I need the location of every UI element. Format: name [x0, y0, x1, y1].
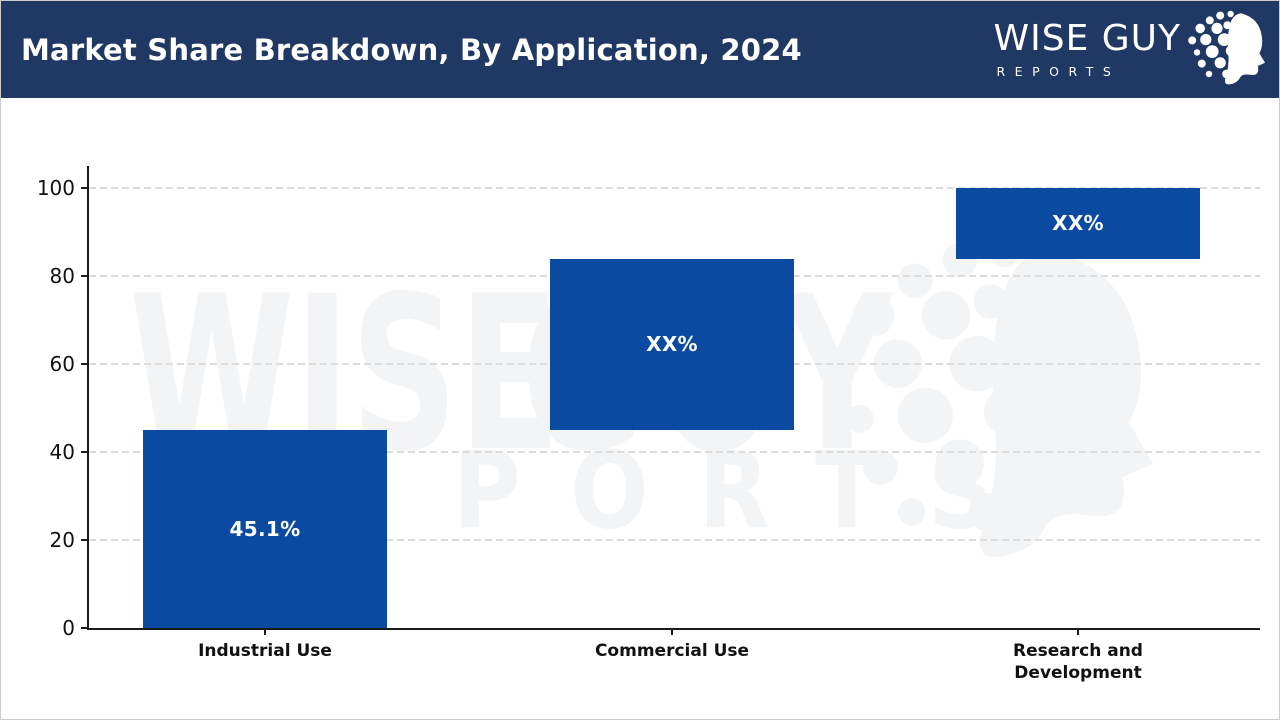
- bar-3: XX%: [956, 188, 1200, 259]
- y-axis-tick-label: 80: [49, 264, 75, 288]
- bar-2: XX%: [550, 258, 794, 430]
- y-axis-tick: [81, 275, 89, 277]
- y-axis-tick-label: 100: [36, 176, 75, 200]
- chart-title: Market Share Breakdown, By Application, …: [21, 32, 802, 67]
- wiseguy-head-icon: [1188, 10, 1265, 84]
- gridline-40: [89, 451, 1260, 453]
- x-axis-tick: [671, 628, 673, 635]
- x-axis-tick: [1077, 628, 1079, 635]
- y-axis-tick: [81, 187, 89, 189]
- gridline-100: [89, 187, 1260, 189]
- y-axis-tick: [81, 627, 89, 629]
- x-axis-tick: [264, 628, 266, 635]
- y-axis-tick-label: 0: [62, 616, 75, 640]
- gridline-20: [89, 539, 1260, 541]
- y-axis-line: [87, 166, 89, 630]
- y-axis-tick: [81, 539, 89, 541]
- x-axis-line: [87, 628, 1260, 630]
- brand-logo: WISE GUY REPORTS: [993, 8, 1265, 92]
- bar-1: 45.1%: [143, 429, 387, 628]
- bar-value-label: 45.1%: [229, 516, 301, 541]
- y-axis-tick-label: 40: [49, 440, 75, 464]
- y-axis-tick: [81, 363, 89, 365]
- header: Market Share Breakdown, By Application, …: [1, 1, 1279, 98]
- bar-value-label: XX%: [1052, 211, 1104, 236]
- bar-value-label: XX%: [646, 332, 698, 357]
- y-axis-tick-label: 60: [49, 352, 75, 376]
- x-axis-category-label: Commercial Use: [594, 641, 750, 661]
- y-axis-tick: [81, 451, 89, 453]
- logo-wordmark: WISE GUY REPORTS: [993, 17, 1182, 79]
- logo-brand-subtext: REPORTS: [996, 63, 1121, 79]
- y-axis-tick-label: 20: [49, 528, 75, 552]
- x-axis-category-label: Industrial Use: [198, 641, 332, 661]
- x-axis-category-label: Research and Development: [1013, 641, 1143, 684]
- logo-brand-name: WISE GUY: [993, 17, 1181, 59]
